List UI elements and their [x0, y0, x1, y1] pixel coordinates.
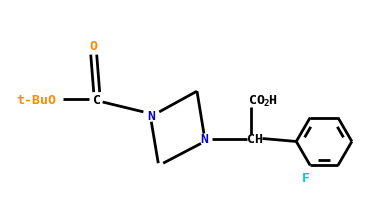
- Text: N: N: [200, 132, 208, 145]
- Text: CO: CO: [249, 93, 265, 106]
- Text: H: H: [268, 93, 277, 106]
- Text: C: C: [93, 93, 101, 106]
- Text: CH: CH: [247, 132, 263, 145]
- Text: F: F: [302, 171, 310, 184]
- Text: 2: 2: [263, 98, 269, 107]
- Text: N: N: [147, 110, 155, 123]
- Text: t-BuO: t-BuO: [16, 93, 56, 106]
- Text: O: O: [90, 40, 98, 53]
